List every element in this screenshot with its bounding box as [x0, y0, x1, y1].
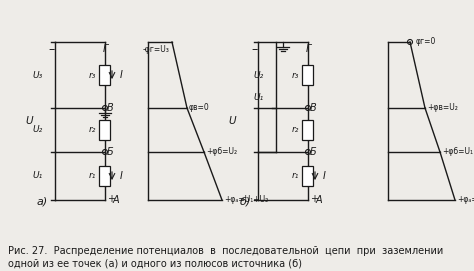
Text: U₁: U₁	[33, 172, 43, 180]
Text: –: –	[252, 43, 258, 56]
Text: а): а)	[37, 197, 48, 207]
Bar	[100, 65, 110, 85]
Text: +φₐ=U₁+U₂: +φₐ=U₁+U₂	[224, 195, 268, 205]
Text: U₂: U₂	[254, 70, 264, 79]
Bar	[302, 166, 313, 186]
Bar	[100, 166, 110, 186]
Text: r₁: r₁	[292, 172, 299, 180]
Bar	[302, 65, 313, 85]
Bar	[302, 120, 313, 140]
Text: +φв=U₂: +φв=U₂	[427, 104, 458, 112]
Text: I: I	[120, 171, 123, 181]
Text: Б: Б	[107, 147, 114, 157]
Text: А: А	[316, 195, 323, 205]
Text: φг=0: φг=0	[416, 37, 437, 47]
Text: +: +	[310, 194, 318, 204]
Text: φв=0: φв=0	[189, 104, 210, 112]
Bar	[100, 120, 110, 140]
Text: r₂: r₂	[292, 125, 299, 134]
Text: +: +	[107, 194, 115, 204]
Text: Г: Г	[103, 44, 109, 54]
Text: r₃: r₃	[89, 70, 96, 79]
Text: U₃: U₃	[33, 70, 43, 79]
Text: U₂: U₂	[33, 125, 43, 134]
Text: -φг=U₃: -φг=U₃	[143, 45, 170, 54]
Text: +φб=U₁: +φб=U₁	[442, 147, 473, 156]
Text: А: А	[113, 195, 119, 205]
Text: Рис. 27.  Распределение потенциалов  в  последовательной  цепи  при  заземлении
: Рис. 27. Распределение потенциалов в пос…	[8, 246, 443, 268]
Text: I: I	[120, 70, 123, 80]
Text: r₁: r₁	[89, 172, 96, 180]
Text: Б: Б	[310, 147, 317, 157]
Text: r₂: r₂	[89, 125, 96, 134]
Text: В: В	[107, 103, 114, 113]
Text: U: U	[228, 116, 236, 126]
Text: В: В	[310, 103, 317, 113]
Text: Г: Г	[306, 44, 311, 54]
Text: r₃: r₃	[292, 70, 299, 79]
Text: +φб=U₂: +φб=U₂	[206, 147, 237, 156]
Text: –: –	[49, 43, 55, 56]
Text: +φₐ=U: +φₐ=U	[457, 195, 474, 205]
Text: б): б)	[240, 197, 251, 207]
Text: U: U	[26, 116, 33, 126]
Text: U₁: U₁	[254, 92, 264, 102]
Text: I: I	[323, 171, 326, 181]
